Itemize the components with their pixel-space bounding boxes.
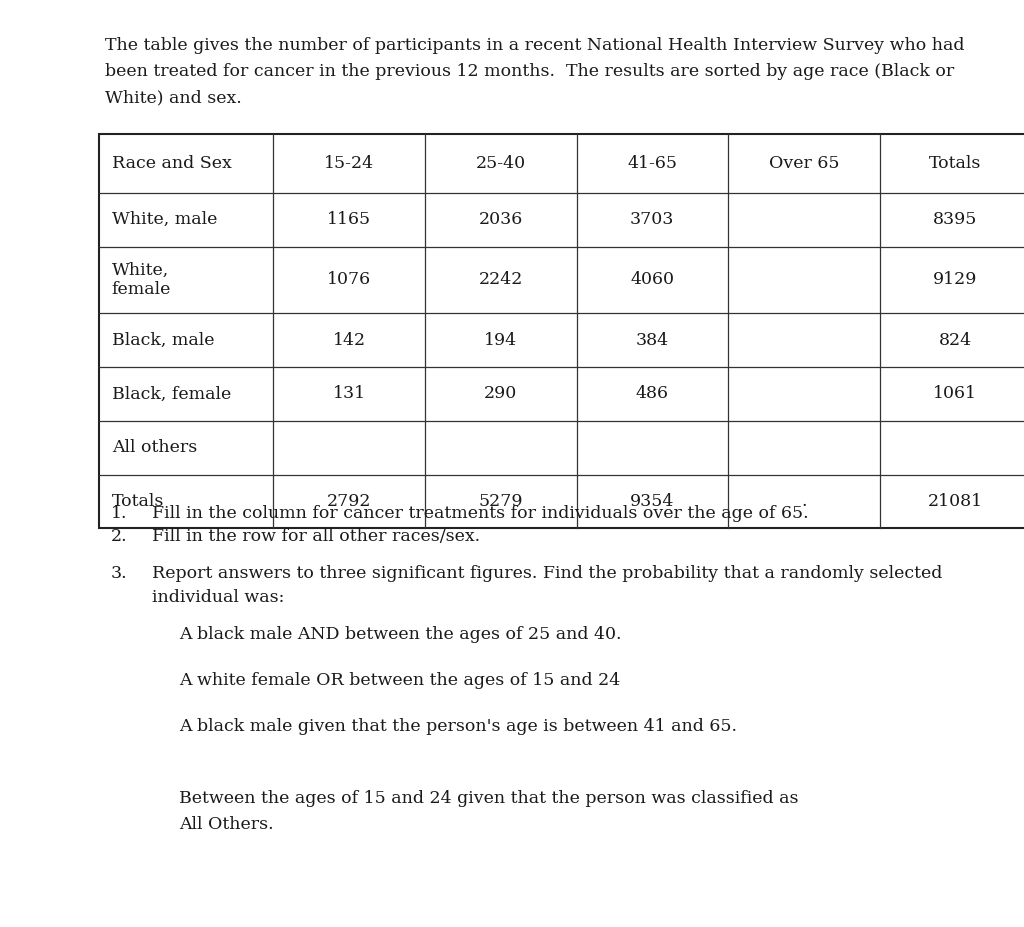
Text: Totals: Totals [112, 493, 164, 510]
Text: 3.: 3. [111, 565, 127, 582]
Text: Totals: Totals [929, 155, 982, 172]
Text: 1061: 1061 [934, 386, 977, 402]
Text: Report answers to three significant figures. Find the probability that a randoml: Report answers to three significant figu… [152, 565, 942, 582]
Text: White, male: White, male [112, 211, 217, 228]
Text: 290: 290 [484, 386, 517, 402]
Text: White,
female: White, female [112, 261, 171, 298]
Text: 384: 384 [636, 332, 669, 349]
Text: .: . [801, 493, 807, 510]
Text: All Others.: All Others. [179, 816, 273, 832]
Text: A black male AND between the ages of 25 and 40.: A black male AND between the ages of 25 … [179, 626, 622, 642]
Text: 824: 824 [939, 332, 972, 349]
Text: Over 65: Over 65 [769, 155, 839, 172]
Bar [99, 134, 1024, 528]
Text: been treated for cancer in the previous 12 months.  The results are sorted by ag: been treated for cancer in the previous … [105, 63, 954, 80]
Text: 131: 131 [333, 386, 366, 402]
Text: 194: 194 [484, 332, 517, 349]
Text: Fill in the row for all other races/sex.: Fill in the row for all other races/sex. [152, 528, 479, 545]
Text: 4060: 4060 [631, 272, 674, 288]
Text: 3703: 3703 [630, 211, 675, 228]
Text: 486: 486 [636, 386, 669, 402]
Text: A black male given that the person's age is between 41 and 65.: A black male given that the person's age… [179, 718, 737, 735]
Text: 41-65: 41-65 [628, 155, 677, 172]
Text: A white female OR between the ages of 15 and 24: A white female OR between the ages of 15… [179, 672, 621, 689]
Text: 142: 142 [333, 332, 366, 349]
Text: 2.: 2. [111, 528, 127, 545]
Text: individual was:: individual was: [152, 589, 284, 605]
Text: Black, female: Black, female [112, 386, 230, 402]
Text: 5279: 5279 [478, 493, 523, 510]
Text: The table gives the number of participants in a recent National Health Interview: The table gives the number of participan… [105, 37, 965, 54]
Text: 9129: 9129 [933, 272, 978, 288]
Text: 8395: 8395 [933, 211, 978, 228]
Text: Between the ages of 15 and 24 given that the person was classified as: Between the ages of 15 and 24 given that… [179, 790, 799, 806]
Text: All others: All others [112, 439, 197, 456]
Text: 1.: 1. [111, 505, 127, 522]
Text: Race and Sex: Race and Sex [112, 155, 231, 172]
Text: 25-40: 25-40 [476, 155, 525, 172]
Text: 15-24: 15-24 [325, 155, 374, 172]
Text: 21081: 21081 [928, 493, 983, 510]
Text: 2036: 2036 [478, 211, 523, 228]
Text: 9354: 9354 [630, 493, 675, 510]
Text: Black, male: Black, male [112, 332, 214, 349]
Text: 2242: 2242 [478, 272, 523, 288]
Text: Fill in the column for cancer treatments for individuals over the age of 65.: Fill in the column for cancer treatments… [152, 505, 808, 522]
Text: White) and sex.: White) and sex. [105, 89, 243, 106]
Text: 2792: 2792 [327, 493, 372, 510]
Text: 1165: 1165 [327, 211, 372, 228]
Text: 1076: 1076 [327, 272, 372, 288]
